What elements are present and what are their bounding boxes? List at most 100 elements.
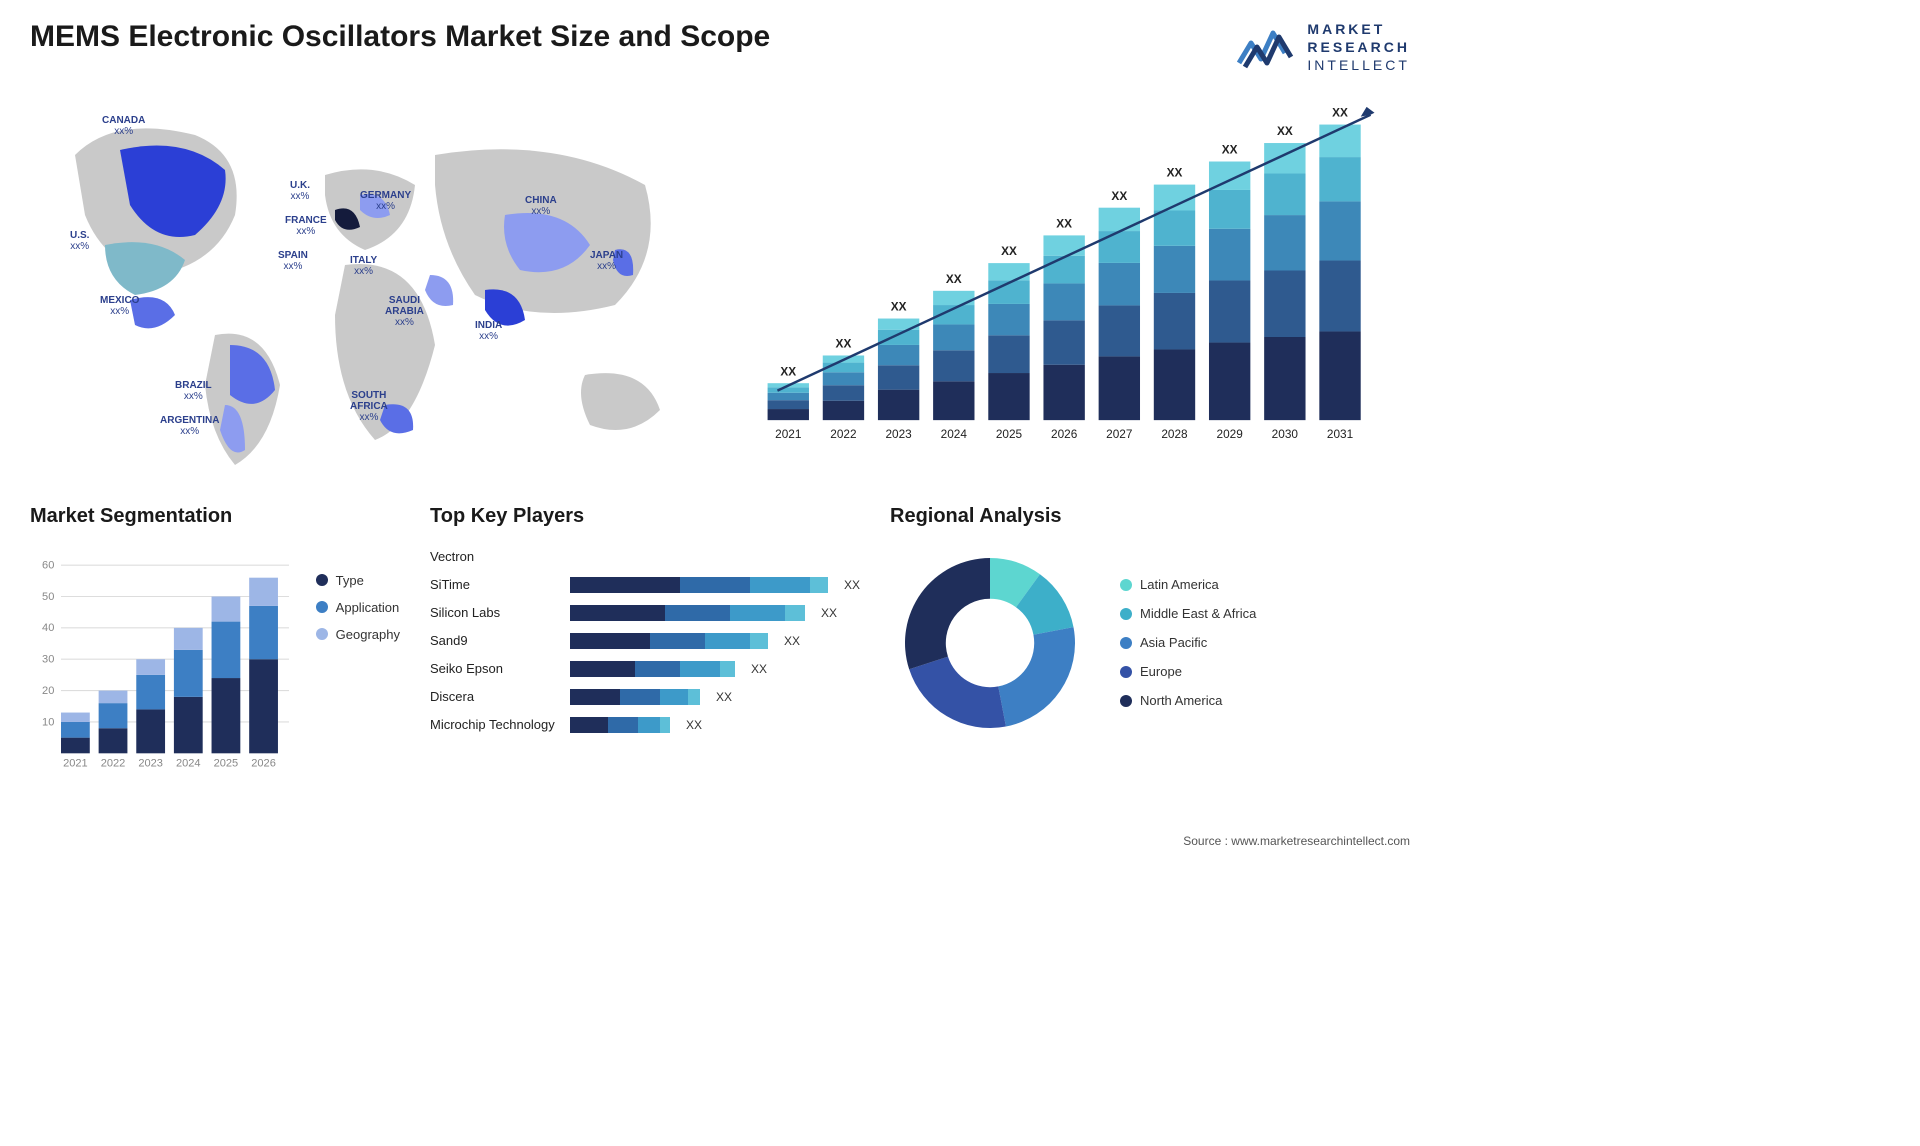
svg-text:2022: 2022 — [830, 426, 856, 440]
svg-text:2030: 2030 — [1272, 426, 1299, 440]
player-value: XX — [844, 578, 860, 592]
player-bar-segment — [570, 605, 665, 621]
logo-line1: MARKET — [1307, 20, 1410, 38]
svg-text:2026: 2026 — [251, 757, 276, 769]
growth-bar-chart: XX 2021 XX 2022 XX 2023 XX 2024 XX 2025 XX 2026 XX 20… — [740, 95, 1410, 460]
segmentation-legend: Type Application Geography — [316, 543, 400, 775]
player-bar-segment — [635, 661, 680, 677]
svg-text:20: 20 — [42, 684, 54, 696]
player-bar-segment — [665, 605, 730, 621]
legend-dot — [1120, 695, 1132, 707]
svg-text:XX: XX — [836, 336, 852, 350]
legend-item: Application — [316, 600, 400, 615]
segmentation-title: Market Segmentation — [30, 505, 400, 528]
source-text: Source : www.marketresearchintellect.com — [1183, 834, 1410, 848]
svg-text:60: 60 — [42, 559, 54, 571]
svg-text:XX: XX — [1001, 244, 1017, 258]
svg-text:XX: XX — [946, 272, 962, 286]
svg-text:2023: 2023 — [885, 426, 912, 440]
player-value: XX — [716, 690, 732, 704]
legend-label: Type — [336, 573, 364, 588]
svg-text:2021: 2021 — [775, 426, 801, 440]
map-country-label: ITALYxx% — [350, 255, 377, 277]
map-country-label: SAUDIARABIAxx% — [385, 295, 424, 328]
player-bar-segment — [785, 605, 805, 621]
logo-line2: RESEARCH — [1307, 38, 1410, 56]
player-bar-segment — [660, 689, 688, 705]
logo-line3: INTELLECT — [1307, 56, 1410, 74]
svg-text:XX: XX — [1332, 105, 1348, 119]
svg-text:XX: XX — [1056, 216, 1072, 230]
player-bar — [570, 661, 735, 677]
player-bar-segment — [608, 717, 638, 733]
legend-label: Geography — [336, 627, 400, 642]
player-bar-segment — [570, 689, 620, 705]
svg-text:2025: 2025 — [996, 426, 1023, 440]
player-value: XX — [686, 718, 702, 732]
player-name: Microchip Technology — [430, 717, 560, 732]
map-country-label: CANADAxx% — [102, 115, 145, 137]
svg-text:2024: 2024 — [941, 426, 968, 440]
map-country-label: INDIAxx% — [475, 320, 502, 342]
map-country-label: U.S.xx% — [70, 230, 89, 252]
player-bar-segment — [750, 577, 810, 593]
legend-dot — [316, 601, 328, 613]
legend-item: North America — [1120, 693, 1256, 708]
legend-item: Type — [316, 573, 400, 588]
legend-label: Latin America — [1140, 577, 1219, 592]
player-bar-segment — [720, 661, 735, 677]
svg-text:XX: XX — [891, 299, 907, 313]
legend-dot — [316, 574, 328, 586]
map-country-label: MEXICOxx% — [100, 295, 139, 317]
player-row: Sand9 XX — [430, 627, 860, 655]
svg-text:2031: 2031 — [1327, 426, 1353, 440]
legend-item: Asia Pacific — [1120, 635, 1256, 650]
players-list: VectronSiTimeXXSilicon LabsXXSand9XXSeik… — [430, 543, 860, 739]
player-bar-segment — [570, 717, 608, 733]
legend-item: Europe — [1120, 664, 1256, 679]
player-row: DisceraXX — [430, 683, 860, 711]
map-country-label: FRANCExx% — [285, 215, 327, 237]
legend-label: Asia Pacific — [1140, 635, 1207, 650]
map-country-label: CHINAxx% — [525, 195, 557, 217]
svg-text:2024: 2024 — [176, 757, 201, 769]
svg-text:XX: XX — [1111, 188, 1127, 202]
player-bar-segment — [570, 633, 650, 649]
map-country-label: SPAINxx% — [278, 250, 308, 272]
svg-text:30: 30 — [42, 653, 54, 665]
player-value: XX — [784, 634, 800, 648]
player-bar-segment — [680, 661, 720, 677]
brand-logo: MARKET RESEARCH INTELLECT — [1237, 20, 1410, 75]
regional-title: Regional Analysis — [890, 505, 1410, 528]
legend-label: North America — [1140, 693, 1222, 708]
regional-panel: Regional Analysis Latin America Middle Ea… — [890, 505, 1410, 775]
player-bar — [570, 717, 670, 733]
svg-text:2026: 2026 — [1051, 426, 1078, 440]
player-bar — [570, 605, 805, 621]
player-bar-segment — [680, 577, 750, 593]
svg-text:2028: 2028 — [1161, 426, 1188, 440]
players-panel: Top Key Players VectronSiTimeXXSilicon L… — [430, 505, 860, 775]
svg-text:XX: XX — [1222, 142, 1238, 156]
map-country-label: JAPANxx% — [590, 250, 623, 272]
legend-label: Middle East & Africa — [1140, 606, 1256, 621]
player-name: Sand9 — [430, 633, 560, 648]
player-bar — [570, 577, 828, 593]
segmentation-panel: Market Segmentation 10203040506020212022… — [30, 505, 400, 775]
player-row: Microchip Technology XX — [430, 711, 860, 739]
svg-text:2027: 2027 — [1106, 426, 1132, 440]
legend-dot — [1120, 666, 1132, 678]
player-bar — [570, 633, 768, 649]
svg-text:XX: XX — [1167, 165, 1183, 179]
player-bar-segment — [638, 717, 660, 733]
svg-text:2029: 2029 — [1217, 426, 1244, 440]
player-row: Vectron — [430, 543, 860, 571]
map-country-label: U.K.xx% — [290, 180, 310, 202]
svg-text:2023: 2023 — [138, 757, 163, 769]
svg-text:50: 50 — [42, 590, 54, 602]
logo-icon — [1237, 23, 1297, 71]
legend-dot — [316, 628, 328, 640]
legend-item: Geography — [316, 627, 400, 642]
player-bar-segment — [750, 633, 768, 649]
svg-text:XX: XX — [780, 364, 796, 378]
